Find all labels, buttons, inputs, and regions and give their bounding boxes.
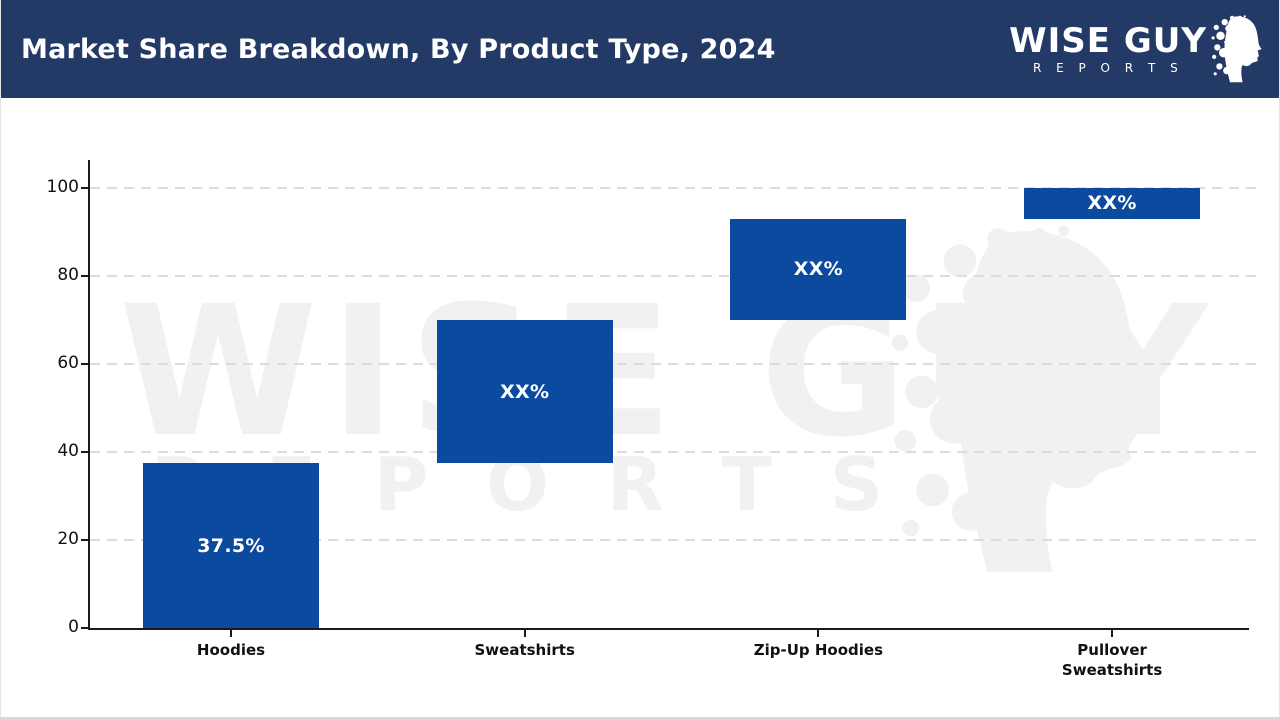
bar-segment: XX%	[730, 218, 907, 320]
y-tick-mark-20	[81, 539, 88, 541]
y-tick-label-80: 80	[57, 265, 79, 285]
gridline-20	[90, 539, 1256, 541]
x-tick-mark	[817, 630, 820, 637]
x-tick-mark	[230, 630, 232, 637]
logo-wordmark: WISE GUY R E P O R T S	[1009, 24, 1207, 75]
x-axis-line	[88, 628, 1249, 630]
x-tick-mark	[1111, 630, 1114, 637]
wise-guy-logo: WISE GUY R E P O R T S	[1009, 9, 1269, 89]
bar-value-label: XX%	[500, 380, 550, 403]
y-tick-label-20: 20	[57, 529, 79, 549]
gridline-80	[90, 275, 1256, 277]
bar-value-label: XX%	[793, 258, 844, 281]
gridline-100	[90, 187, 1256, 189]
y-tick-label-60: 60	[57, 353, 79, 373]
y-tick-mark-0	[81, 627, 88, 629]
x-category-label: Hoodies	[196, 641, 266, 659]
bar-segment: XX%	[1024, 188, 1201, 219]
page-title: Market Share Breakdown, By Product Type,…	[21, 33, 776, 65]
header-band: Market Share Breakdown, By Product Type,…	[1, 0, 1279, 98]
y-axis-line	[88, 160, 90, 630]
logo-text-sub: R E P O R T S	[1032, 60, 1184, 75]
x-category-label: Pullover Sweatshirts	[1061, 641, 1163, 680]
y-tick-mark-100	[81, 187, 88, 189]
y-tick-label-0: 0	[68, 617, 79, 637]
bar-value-label: 37.5%	[197, 534, 265, 557]
x-category-label: Zip-Up Hoodies	[753, 641, 884, 659]
y-tick-label-100: 100	[46, 177, 79, 197]
gridline-40	[90, 451, 1256, 453]
y-tick-mark-40	[81, 451, 88, 453]
logo-face-icon	[1211, 15, 1262, 83]
bar-segment: 37.5%	[143, 463, 319, 628]
x-category-label: Sweatshirts	[474, 641, 575, 659]
x-tick-mark	[523, 630, 526, 637]
logo-text-main: WISE GUY	[1009, 20, 1207, 61]
gridline-60	[90, 363, 1256, 365]
y-tick-mark-80	[81, 275, 88, 277]
y-tick-label-40: 40	[57, 441, 79, 461]
bar-segment: XX%	[436, 320, 613, 463]
y-tick-mark-60	[81, 363, 88, 365]
bar-value-label: XX%	[1087, 192, 1137, 215]
